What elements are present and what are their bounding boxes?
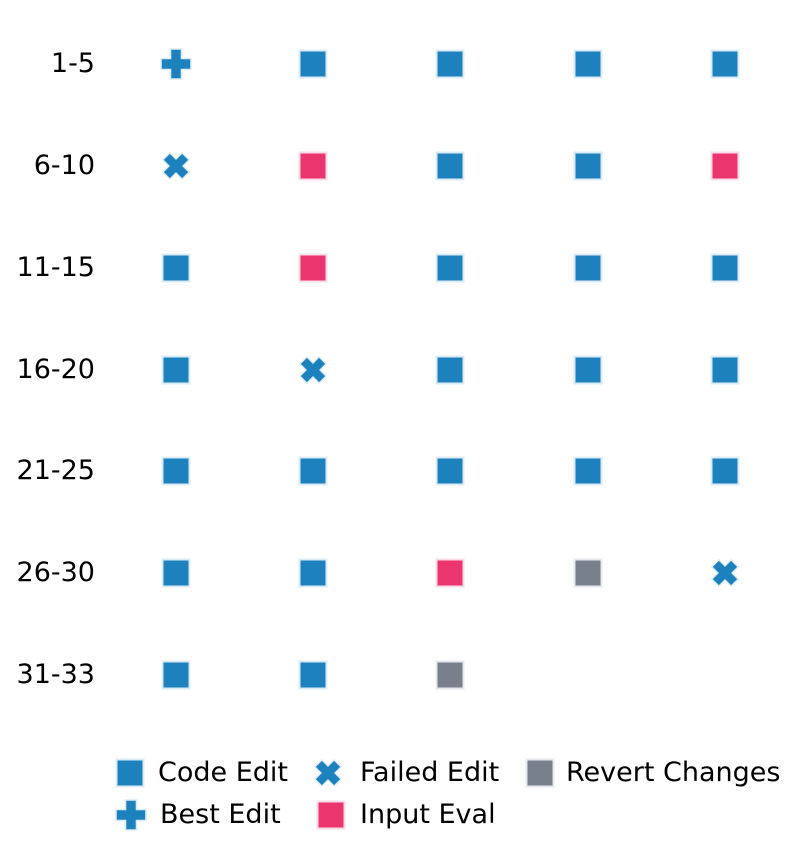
marker-cell — [161, 660, 191, 690]
row-label: 31-33 — [16, 659, 95, 690]
marker-cell — [298, 49, 328, 79]
marker-cell — [573, 558, 603, 588]
marker-code-edit-icon — [115, 758, 145, 788]
marker-cell — [710, 456, 740, 486]
legend-marker — [316, 800, 346, 830]
marker-cell — [710, 558, 740, 588]
marker-input-eval-icon — [316, 800, 346, 830]
marker-code-edit-icon — [161, 355, 191, 385]
marker-code-edit-icon — [435, 253, 465, 283]
marker-code-edit-icon — [573, 456, 603, 486]
marker-cell — [435, 355, 465, 385]
marker-code-edit-icon — [161, 660, 191, 690]
row-label: 26-30 — [16, 557, 95, 588]
legend-marker — [115, 799, 147, 831]
marker-code-edit-icon — [298, 456, 328, 486]
marker-code-edit-icon — [298, 660, 328, 690]
legend-marker — [525, 758, 555, 788]
row-label: 6-10 — [33, 150, 95, 181]
legend-marker — [115, 758, 145, 788]
marker-cell — [161, 355, 191, 385]
legend-label-revert-changes: Revert Changes — [566, 757, 781, 788]
marker-revert-changes-icon — [435, 660, 465, 690]
marker-cell — [573, 253, 603, 283]
marker-code-edit-icon — [298, 558, 328, 588]
marker-code-edit-icon — [710, 253, 740, 283]
marker-code-edit-icon — [161, 253, 191, 283]
row-label: 1-5 — [50, 48, 95, 79]
marker-cell — [435, 253, 465, 283]
marker-code-edit-icon — [573, 49, 603, 79]
marker-best-edit-icon — [160, 48, 192, 80]
marker-cell — [298, 253, 328, 283]
row-label: 16-20 — [16, 354, 95, 385]
marker-input-eval-icon — [435, 558, 465, 588]
marker-cell — [710, 49, 740, 79]
marker-cell — [710, 355, 740, 385]
marker-code-edit-icon — [710, 355, 740, 385]
marker-cell — [298, 558, 328, 588]
legend-marker — [313, 758, 343, 788]
row-label: 11-15 — [16, 252, 95, 283]
marker-code-edit-icon — [710, 456, 740, 486]
marker-best-edit-icon — [115, 799, 147, 831]
marker-code-edit-icon — [298, 49, 328, 79]
marker-input-eval-icon — [298, 253, 328, 283]
marker-cell — [710, 151, 740, 181]
marker-cell — [161, 151, 191, 181]
marker-cell — [435, 456, 465, 486]
marker-failed-edit-icon — [298, 355, 328, 385]
marker-cell — [435, 151, 465, 181]
legend-label-code-edit: Code Edit — [158, 757, 288, 788]
marker-revert-changes-icon — [573, 558, 603, 588]
marker-cell — [573, 355, 603, 385]
marker-cell — [435, 49, 465, 79]
legend-label-best-edit: Best Edit — [160, 799, 281, 830]
marker-cell — [161, 253, 191, 283]
marker-cell — [298, 151, 328, 181]
marker-cell — [298, 660, 328, 690]
marker-code-edit-icon — [435, 49, 465, 79]
marker-code-edit-icon — [161, 558, 191, 588]
marker-failed-edit-icon — [710, 558, 740, 588]
marker-code-edit-icon — [435, 151, 465, 181]
marker-cell — [160, 48, 192, 80]
marker-cell — [161, 456, 191, 486]
marker-code-edit-icon — [435, 456, 465, 486]
marker-cell — [435, 660, 465, 690]
marker-cell — [573, 151, 603, 181]
marker-cell — [161, 558, 191, 588]
marker-failed-edit-icon — [313, 758, 343, 788]
marker-cell — [573, 49, 603, 79]
marker-failed-edit-icon — [161, 151, 191, 181]
marker-cell — [573, 456, 603, 486]
legend-label-failed-edit: Failed Edit — [360, 757, 500, 788]
marker-input-eval-icon — [298, 151, 328, 181]
row-label: 21-25 — [16, 455, 95, 486]
marker-code-edit-icon — [435, 355, 465, 385]
legend-label-input-eval: Input Eval — [360, 799, 496, 830]
marker-cell — [298, 456, 328, 486]
marker-code-edit-icon — [573, 355, 603, 385]
marker-cell — [435, 558, 465, 588]
marker-cell — [710, 253, 740, 283]
marker-input-eval-icon — [710, 151, 740, 181]
marker-code-edit-icon — [710, 49, 740, 79]
marker-code-edit-icon — [573, 151, 603, 181]
marker-code-edit-icon — [161, 456, 191, 486]
marker-code-edit-icon — [573, 253, 603, 283]
marker-cell — [298, 355, 328, 385]
marker-revert-changes-icon — [525, 758, 555, 788]
